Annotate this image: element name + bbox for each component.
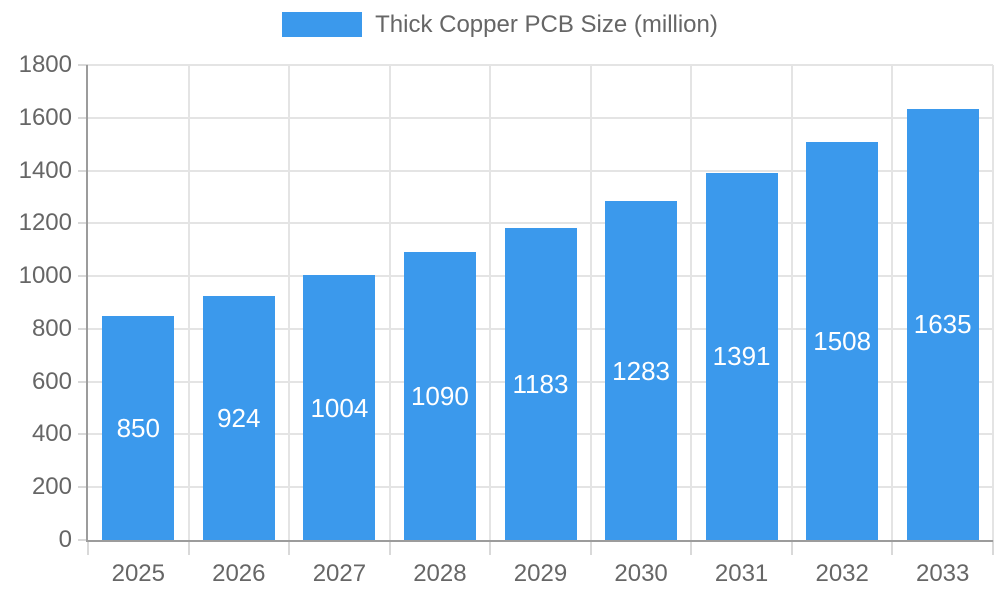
- x-gridline: [790, 65, 793, 540]
- y-axis-line: [86, 65, 88, 540]
- bar: 1283: [605, 201, 678, 540]
- y-axis-tick: [78, 222, 88, 225]
- legend-swatch-icon: [282, 12, 363, 37]
- x-axis-label: 2025: [111, 560, 165, 587]
- x-axis-label: 2033: [915, 560, 970, 587]
- y-gridline: [88, 169, 993, 172]
- x-axis-tick: [489, 540, 492, 555]
- bar: 850: [102, 315, 175, 540]
- x-axis-tick: [690, 540, 693, 555]
- bar-value-label: 1283: [612, 355, 671, 386]
- legend: Thick Copper PCB Size (million): [0, 12, 1000, 37]
- bar: 1090: [403, 252, 476, 540]
- y-axis-tick: [78, 116, 88, 119]
- x-axis-label: 2032: [815, 560, 869, 587]
- x-gridline: [388, 65, 391, 540]
- y-axis-label: 1800: [18, 51, 72, 78]
- y-axis-tick: [78, 433, 88, 436]
- y-gridline: [88, 116, 993, 119]
- y-axis-tick: [78, 64, 88, 66]
- x-gridline: [992, 65, 994, 540]
- y-axis-label: 0: [58, 526, 72, 553]
- y-gridline: [88, 222, 993, 225]
- x-axis-tick: [589, 540, 592, 555]
- y-axis-label: 400: [31, 420, 72, 448]
- y-axis-tick: [78, 169, 88, 172]
- bar: 1183: [504, 227, 577, 540]
- bar-value-label: 1004: [310, 392, 369, 423]
- bar-value-label: 924: [217, 403, 261, 434]
- y-axis-label: 600: [31, 367, 72, 395]
- bar: 1508: [806, 142, 879, 540]
- x-axis-label: 2031: [714, 560, 769, 587]
- x-gridline: [288, 65, 291, 540]
- x-gridline: [489, 65, 492, 540]
- legend-label: Thick Copper PCB Size (million): [375, 11, 718, 38]
- y-axis-tick: [78, 380, 88, 383]
- x-gridline: [589, 65, 592, 540]
- y-axis-tick: [78, 539, 88, 541]
- bar-value-label: 1635: [913, 309, 972, 340]
- bar-value-label: 1508: [813, 326, 872, 357]
- bar-value-label: 1183: [512, 368, 569, 399]
- y-axis-label: 200: [31, 473, 72, 501]
- x-axis-line: [86, 540, 993, 542]
- legend-item[interactable]: Thick Copper PCB Size (million): [282, 12, 718, 37]
- y-axis-label: 1200: [18, 209, 72, 237]
- x-gridline: [187, 65, 190, 540]
- x-axis-label: 2027: [312, 560, 367, 587]
- y-axis-label: 800: [31, 314, 72, 342]
- y-axis-label: 1000: [18, 262, 72, 290]
- x-axis-tick: [187, 540, 190, 555]
- x-axis-tick: [891, 540, 894, 555]
- x-gridline: [891, 65, 894, 540]
- x-axis-label: 2028: [413, 560, 467, 587]
- bar: 1635: [906, 108, 979, 540]
- y-axis-tick: [78, 327, 88, 330]
- y-gridline: [88, 64, 993, 66]
- x-gridline: [690, 65, 693, 540]
- x-axis-tick: [87, 540, 89, 555]
- bar: 1391: [705, 172, 778, 540]
- bar-value-label: 850: [116, 412, 160, 443]
- bar-value-label: 1391: [712, 341, 771, 372]
- bar-value-label: 1090: [410, 381, 469, 412]
- x-axis-tick: [790, 540, 793, 555]
- x-axis-tick: [288, 540, 291, 555]
- y-axis-tick: [78, 486, 88, 489]
- bar: 1004: [303, 275, 376, 540]
- y-axis-label: 1600: [18, 103, 72, 131]
- x-axis-tick: [388, 540, 391, 555]
- x-axis-tick: [992, 540, 994, 555]
- x-axis-label: 2026: [212, 560, 266, 587]
- y-axis-tick: [78, 275, 88, 278]
- y-axis-label: 1400: [18, 156, 72, 184]
- bar: 924: [202, 296, 275, 540]
- x-axis-label: 2029: [513, 560, 568, 587]
- x-axis-label: 2030: [614, 560, 668, 587]
